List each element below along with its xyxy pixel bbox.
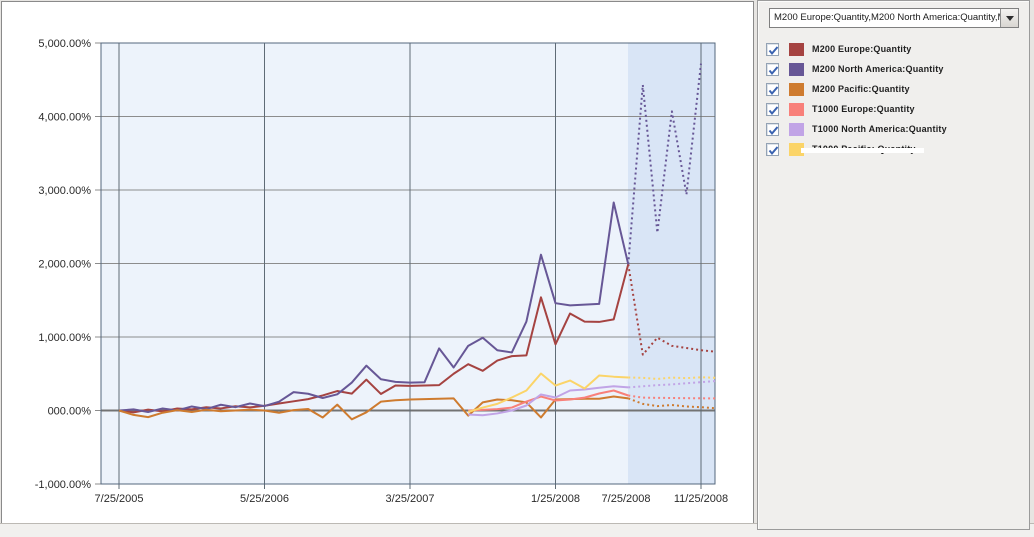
y-axis-label: 1,000.00% [38, 332, 91, 344]
legend-list: M200 Europe:Quantity M200 North America:… [758, 39, 1029, 159]
check-icon [768, 65, 779, 75]
y-axis-label: 5,000.00% [38, 38, 91, 50]
checkbox-m200-pacific[interactable] [766, 82, 779, 96]
legend-panel: M200 Europe:Quantity,M200 North America:… [757, 0, 1030, 530]
y-axis-label: 4,000.00% [38, 112, 91, 124]
legend-swatch [789, 82, 804, 96]
x-axis-label: 3/25/2007 [386, 493, 435, 505]
x-axis-label: 7/25/2005 [95, 493, 144, 505]
check-icon [768, 45, 779, 55]
chevron-down-icon [1005, 15, 1014, 21]
dropdown-arrow-button[interactable] [1000, 9, 1018, 27]
x-axis-label-forecast-start: 7/25/2008 [602, 493, 651, 505]
x-axis-label: 5/25/2006 [240, 493, 289, 505]
legend-label: M200 Europe:Quantity [812, 44, 912, 54]
y-axis-label: 3,000.00% [38, 185, 91, 197]
check-icon [768, 145, 779, 155]
legend-label: T1000 North America:Quantity [812, 124, 947, 134]
series-forecast-m200-north-america [627, 63, 702, 265]
plot-border [100, 42, 716, 485]
checkbox-m200-north-america[interactable] [766, 62, 779, 76]
legend-swatch [789, 42, 804, 56]
checkbox-t1000-north-america[interactable] [766, 122, 779, 136]
checkbox-t1000-europe[interactable] [766, 102, 779, 116]
legend-highlight-strip [801, 148, 924, 153]
legend-swatch [789, 102, 804, 116]
series-forecast-m200-pacific [627, 397, 716, 410]
series-line-m200-north-america [118, 201, 630, 413]
chart-region: 5,000.00% 4,000.00% 3,000.00% 2,000.00% 1,00… [1, 1, 754, 524]
check-icon [768, 125, 779, 135]
series-line-m200-pacific [118, 395, 629, 421]
legend-swatch [789, 122, 804, 136]
series-forecast-m200-europe [627, 264, 716, 356]
legend-label: M200 Pacific:Quantity [812, 84, 910, 94]
checkbox-t1000-pacific[interactable] [766, 142, 779, 156]
x-axis-label: 11/25/2008 [674, 493, 728, 505]
y-axis-label: -1,000.00% [35, 479, 91, 491]
legend-swatch [789, 62, 804, 76]
y-axis-label: 000.00% [48, 406, 92, 418]
series-line-t1000-europe [468, 389, 629, 412]
legend-item-m200-pacific: M200 Pacific:Quantity [758, 79, 1029, 99]
forecast-chart: 5,000.00% 4,000.00% 3,000.00% 2,000.00% 1,00… [35, 38, 728, 505]
legend-item-m200-north-america: M200 North America:Quantity [758, 59, 1029, 79]
series-line-t1000-pacific [467, 372, 629, 413]
dropdown-value: M200 Europe:Quantity,M200 North America:… [774, 12, 1000, 23]
check-icon [768, 105, 779, 115]
legend-label: T1000 Europe:Quantity [812, 104, 915, 114]
legend-label: M200 North America:Quantity [812, 64, 944, 74]
legend-item-m200-europe: M200 Europe:Quantity [758, 39, 1029, 59]
series-line-t1000-north-america [468, 385, 629, 417]
checkbox-m200-europe[interactable] [766, 42, 779, 56]
check-icon [768, 85, 779, 95]
legend-item-t1000-europe: T1000 Europe:Quantity [758, 99, 1029, 119]
x-axis-label: 1/25/2008 [531, 493, 580, 505]
series-filter-dropdown[interactable]: M200 Europe:Quantity,M200 North America:… [769, 8, 1019, 28]
legend-item-t1000-north-america: T1000 North America:Quantity [758, 119, 1029, 139]
series-line-m200-europe [118, 263, 630, 414]
legend-swatch [789, 142, 804, 156]
y-axis-label: 2,000.00% [38, 259, 91, 271]
